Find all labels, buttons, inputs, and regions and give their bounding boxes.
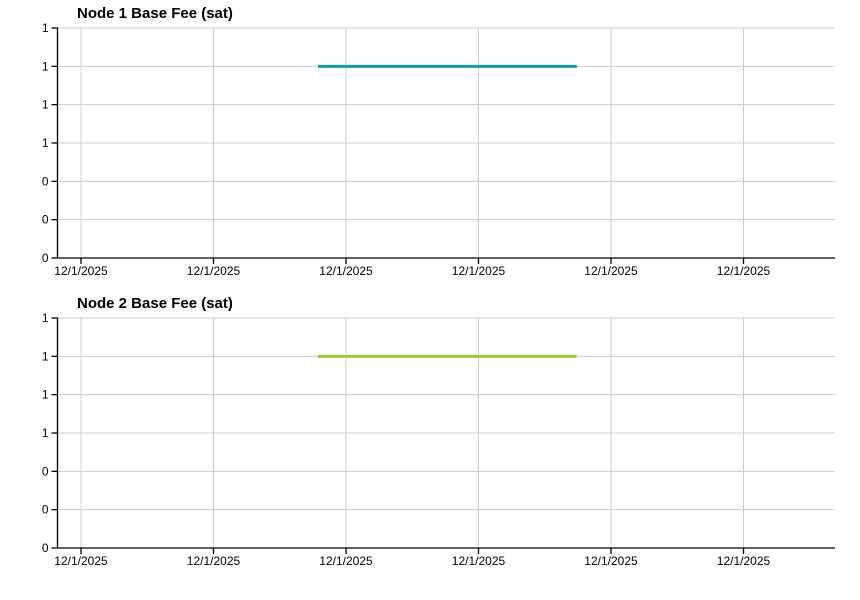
x-tick-label: 12/1/2025 — [584, 264, 638, 278]
plot-svg: 1 1 1 1 0 0 0 12/1/2025 12/1/2025 12/1/2025 12/1/2… — [42, 21, 835, 278]
y-tick-label: 1 — [42, 388, 49, 402]
x-tick-label: 12/1/2025 — [187, 264, 241, 278]
y-tick-label: 0 — [42, 213, 49, 227]
y-tick-label: 1 — [42, 426, 49, 440]
y-tick-label: 1 — [42, 98, 49, 112]
y-tick-label: 1 — [42, 311, 49, 325]
y-tick-label: 1 — [42, 349, 49, 363]
x-tick-label: 12/1/2025 — [319, 264, 373, 278]
y-tick-label: 0 — [42, 541, 49, 555]
chart-title: Node 2 Base Fee (sat) — [77, 295, 233, 312]
y-tick-label: 1 — [42, 59, 49, 73]
x-tick-label: 12/1/2025 — [717, 264, 771, 278]
x-tick-label: 12/1/2025 — [452, 264, 506, 278]
x-tick-label: 12/1/2025 — [717, 554, 771, 568]
chart-node-2-base-fee: Node 2 Base Fee (sat) 1 1 1 1 0 0 0 12/1/2025 12… — [0, 290, 860, 580]
x-tick-label: 12/1/2025 — [54, 554, 108, 568]
y-tick-label: 0 — [42, 464, 49, 478]
x-tick-label: 12/1/2025 — [54, 264, 108, 278]
x-tick-label: 12/1/2025 — [452, 554, 506, 568]
y-tick-label: 1 — [42, 21, 49, 35]
y-tick-label: 0 — [42, 503, 49, 517]
y-tick-label: 0 — [42, 251, 49, 265]
plot-svg: 1 1 1 1 0 0 0 12/1/2025 12/1/2025 12/1/2025 12/1/2… — [42, 311, 835, 568]
x-tick-label: 12/1/2025 — [187, 554, 241, 568]
chart-node-1-base-fee: Node 1 Base Fee (sat) 1 1 1 1 0 0 0 12/1/2025 12… — [0, 0, 860, 290]
y-tick-label: 0 — [42, 174, 49, 188]
x-tick-label: 12/1/2025 — [584, 554, 638, 568]
chart-title: Node 1 Base Fee (sat) — [77, 5, 233, 22]
x-tick-label: 12/1/2025 — [319, 554, 373, 568]
y-tick-label: 1 — [42, 136, 49, 150]
